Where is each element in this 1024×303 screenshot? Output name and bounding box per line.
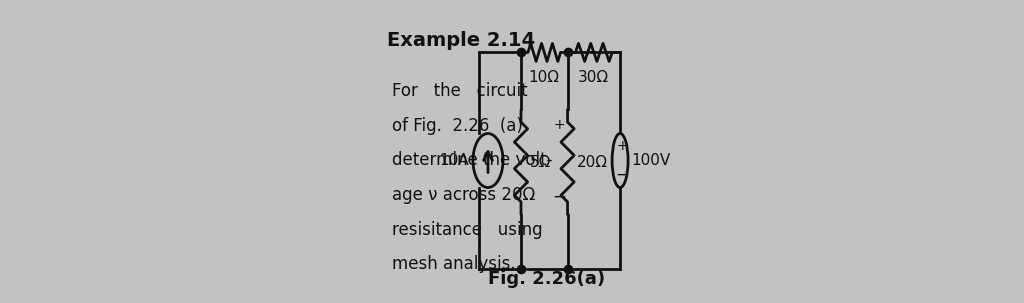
Text: 10Ω: 10Ω: [528, 70, 560, 85]
Text: Fig. 2.26(a): Fig. 2.26(a): [488, 270, 605, 288]
Text: of Fig.  2.26  (a): of Fig. 2.26 (a): [392, 117, 523, 135]
Text: −: −: [615, 165, 630, 184]
Text: 10A: 10A: [439, 153, 468, 168]
Text: +: +: [553, 118, 565, 132]
Text: determine the volt-: determine the volt-: [392, 152, 552, 169]
Text: age ν across 20Ω: age ν across 20Ω: [392, 186, 536, 204]
Text: 5Ω: 5Ω: [530, 155, 551, 169]
Text: 20Ω: 20Ω: [577, 155, 607, 169]
Text: resisitance   using: resisitance using: [392, 221, 543, 238]
Text: Example 2.14: Example 2.14: [387, 32, 536, 50]
Text: +: +: [616, 139, 629, 153]
Text: 30Ω: 30Ω: [579, 70, 609, 85]
Text: For   the   circuit: For the circuit: [392, 82, 527, 101]
Text: 100V: 100V: [631, 153, 671, 168]
Text: mesh analysis.: mesh analysis.: [392, 255, 515, 273]
Text: −: −: [552, 188, 566, 205]
